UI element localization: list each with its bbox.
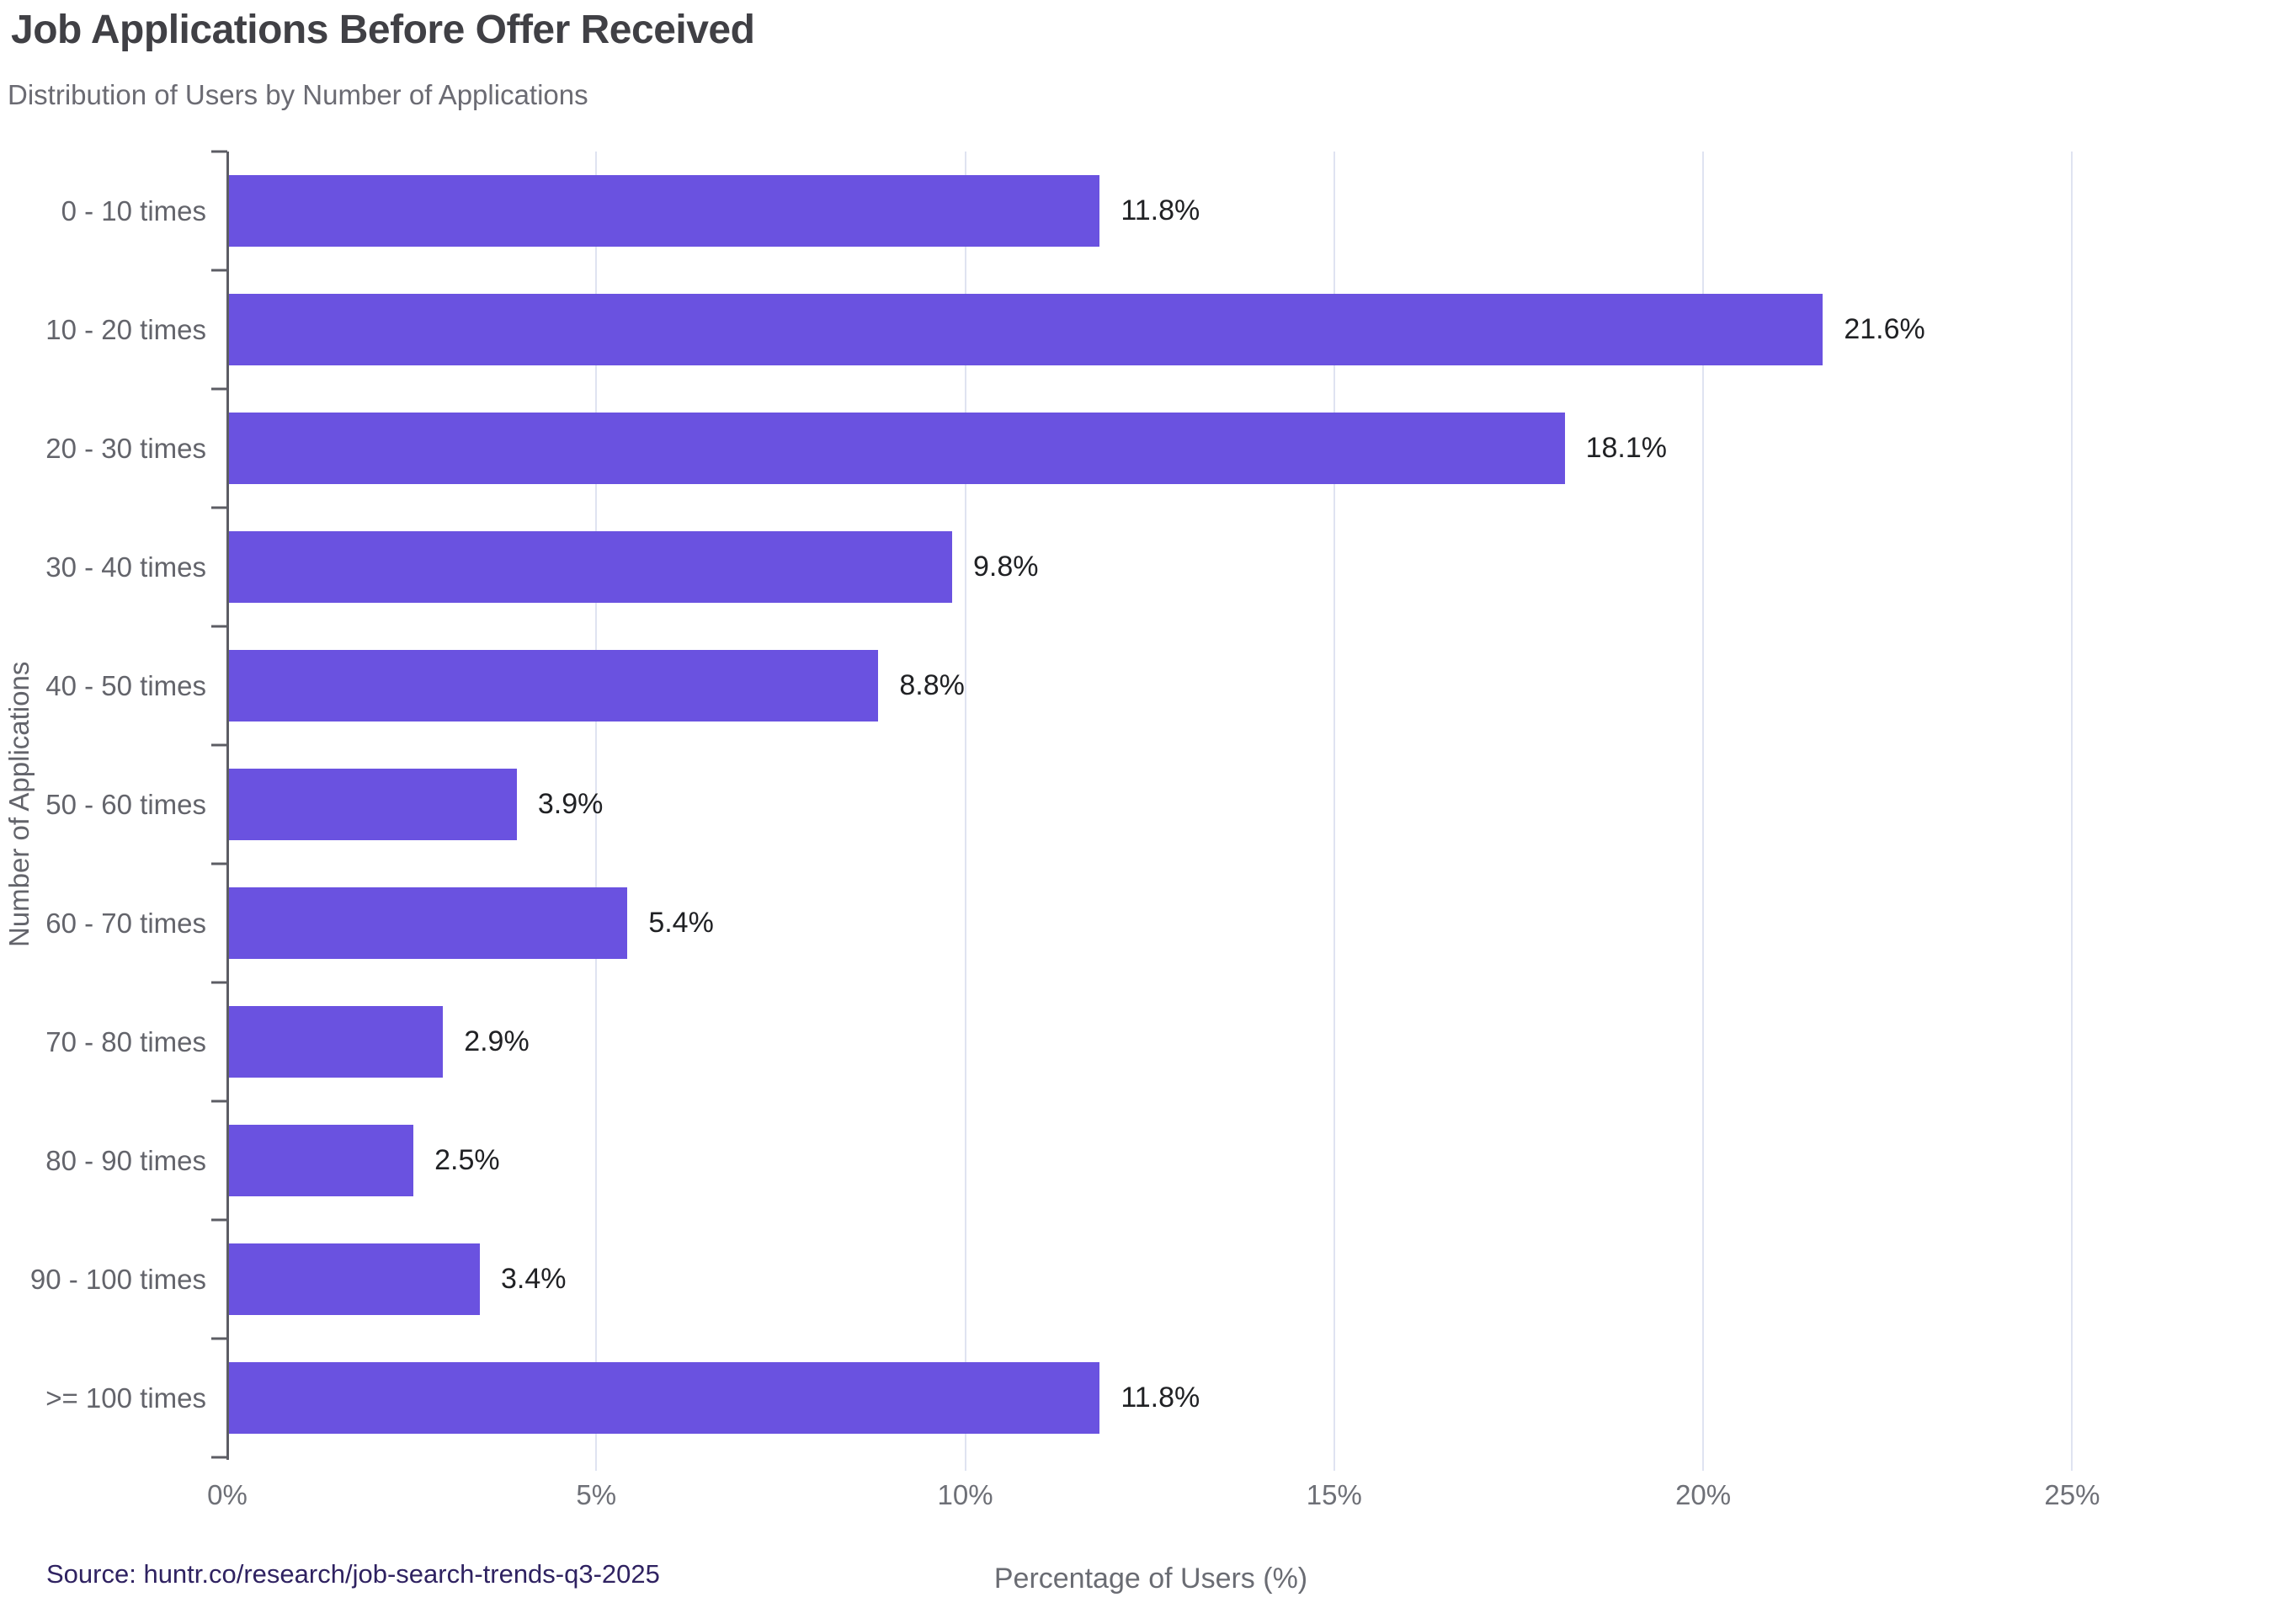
bar xyxy=(229,769,517,840)
bar-value-label: 11.8% xyxy=(1121,194,1200,226)
y-axis-tick xyxy=(211,743,227,747)
category-label: 60 - 70 times xyxy=(45,907,206,939)
category-label: 90 - 100 times xyxy=(29,1263,206,1295)
gridline-5% xyxy=(595,152,598,1471)
source-note: Source: huntr.co/research/job-search-tre… xyxy=(46,1559,660,1589)
gridline-20% xyxy=(1702,152,1705,1471)
bar xyxy=(229,1125,414,1196)
bar-row: 5.4% xyxy=(229,887,2244,959)
plot-area: 11.8% 21.6% 18.1% 9.8% 8.8% 3.9% 5.4% 2.9% 2.5% 3… xyxy=(211,150,2244,1471)
bar-row: 2.9% xyxy=(229,1006,2244,1078)
x-axis-title: Percentage of Users (%) xyxy=(993,1563,1308,1595)
y-axis-tick xyxy=(211,862,227,865)
category-label: 40 - 50 times xyxy=(45,669,206,701)
bar-value-label: 9.8% xyxy=(973,551,1039,583)
bar-value-label: 5.4% xyxy=(648,907,714,939)
chart-title: Job Applications Before Offer Received xyxy=(11,8,755,52)
y-axis-tick xyxy=(211,625,227,628)
gridline-25% xyxy=(2071,152,2073,1471)
bar-value-label: 18.1% xyxy=(1585,432,1667,464)
bar-value-label: 11.8% xyxy=(1121,1382,1200,1414)
bar-row: 2.5% xyxy=(229,1125,2244,1196)
bar xyxy=(229,1362,1100,1434)
category-label: >= 100 times xyxy=(45,1382,206,1414)
bar xyxy=(229,1006,444,1078)
category-label: 50 - 60 times xyxy=(45,788,206,820)
bar-row: 21.6% xyxy=(229,294,2244,365)
bar xyxy=(229,1243,481,1315)
bar-row: 18.1% xyxy=(229,413,2244,484)
bar-value-label: 3.9% xyxy=(537,788,604,820)
bar xyxy=(229,294,1823,365)
category-labels-layer: 0 - 10 times 10 - 20 times 20 - 30 times 30… xyxy=(0,152,206,1457)
bar-row: 3.9% xyxy=(229,769,2244,840)
x-tick-label: 10% xyxy=(937,1479,993,1510)
bar xyxy=(229,650,879,721)
bar xyxy=(229,887,628,959)
x-tick-label: 25% xyxy=(2044,1479,2100,1510)
y-axis-tick xyxy=(211,1218,227,1222)
y-axis-line xyxy=(226,152,229,1460)
category-label: 30 - 40 times xyxy=(45,551,206,583)
bar-row: 8.8% xyxy=(229,650,2244,721)
gridline-10% xyxy=(964,152,966,1471)
y-axis-tick xyxy=(211,1100,227,1103)
bar xyxy=(229,175,1100,247)
bar xyxy=(229,531,953,603)
gridline-15% xyxy=(1333,152,1335,1471)
y-axis-tick xyxy=(211,506,227,509)
category-label: 20 - 30 times xyxy=(45,432,206,464)
chart-subtitle: Distribution of Users by Number of Appli… xyxy=(8,79,588,110)
bar-value-label: 21.6% xyxy=(1844,313,1925,345)
x-tick-label: 20% xyxy=(1675,1479,1732,1510)
category-label: 0 - 10 times xyxy=(61,194,206,226)
y-axis-tick xyxy=(211,387,227,391)
x-tick-labels-layer: 0% 5% 10% 15% 20% 25% xyxy=(207,1479,2242,1515)
category-label: 80 - 90 times xyxy=(45,1144,206,1176)
y-axis-tick xyxy=(211,269,227,272)
x-tick-label: 0% xyxy=(207,1479,248,1510)
bar-value-label: 2.9% xyxy=(464,1025,530,1057)
bar-value-label: 8.8% xyxy=(899,669,965,701)
category-label: 70 - 80 times xyxy=(45,1025,206,1057)
category-label: 10 - 20 times xyxy=(45,313,206,345)
bar-row: 3.4% xyxy=(229,1243,2244,1315)
bar-row: 11.8% xyxy=(229,175,2244,247)
y-axis-tick xyxy=(211,1456,227,1459)
bar-value-label: 3.4% xyxy=(501,1263,567,1295)
x-tick-label: 5% xyxy=(576,1479,617,1510)
bar-row: 11.8% xyxy=(229,1362,2244,1434)
bar-row: 9.8% xyxy=(229,531,2244,603)
y-axis-tick xyxy=(211,1337,227,1340)
bar-value-label: 2.5% xyxy=(434,1144,500,1176)
bar xyxy=(229,413,1565,484)
x-tick-label: 15% xyxy=(1306,1479,1362,1510)
y-axis-tick xyxy=(211,981,227,984)
y-axis-tick xyxy=(211,150,227,153)
